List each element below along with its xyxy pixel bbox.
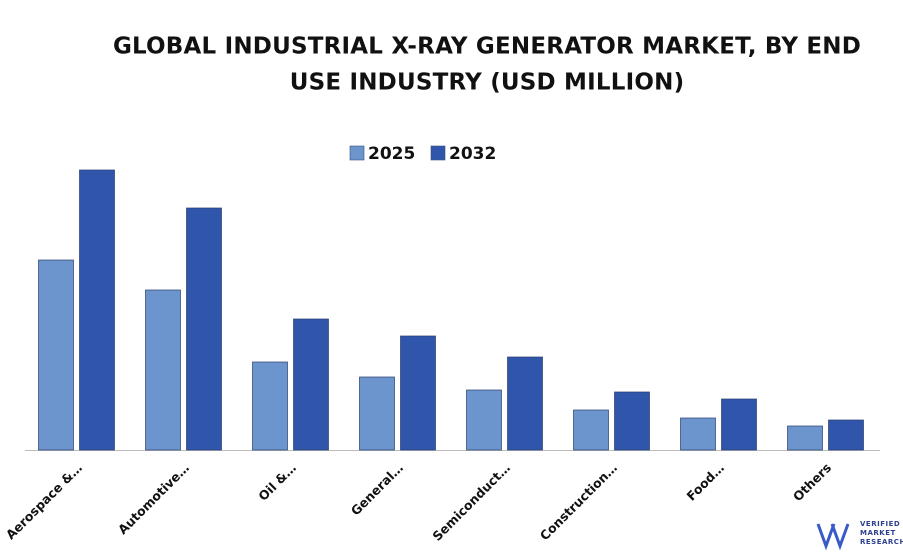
bar — [252, 361, 288, 451]
chart-title: USE INDUSTRY (USD MILLION) — [290, 70, 685, 96]
x-tick-label: Semiconduct… — [429, 460, 513, 544]
logo-text: RESEARCH — [860, 538, 903, 546]
logo-text: VERIFIED — [860, 520, 900, 528]
chart-title: GLOBAL INDUSTRIAL X-RAY GENERATOR MARKET… — [113, 34, 861, 60]
legend-label: 2032 — [449, 144, 496, 164]
x-tick-label: Others — [790, 460, 834, 504]
bar — [680, 417, 716, 451]
bar — [573, 409, 609, 451]
x-tick-label: Aerospace &… — [3, 460, 85, 542]
logo-mark — [816, 523, 850, 551]
bar — [828, 419, 864, 451]
x-tick-label: Automotive… — [115, 460, 192, 537]
bar — [293, 318, 329, 451]
bar — [507, 356, 543, 451]
x-tick-label: General… — [348, 460, 406, 518]
bar — [614, 391, 650, 451]
x-tick-label: Oil &… — [255, 460, 299, 504]
x-tick-label: Food… — [683, 460, 727, 504]
logo-text: MARKET — [860, 529, 896, 537]
bar — [186, 207, 222, 451]
legend-swatch — [430, 145, 446, 161]
legend-swatch — [349, 145, 365, 161]
legend-label: 2025 — [368, 144, 415, 164]
bar — [466, 389, 502, 451]
bar — [145, 289, 181, 451]
bar — [787, 425, 823, 451]
bar — [721, 398, 757, 451]
logo: VERIFIED MARKET RESEARCH — [816, 520, 903, 551]
bar — [359, 376, 395, 451]
bar — [400, 335, 436, 451]
bar — [79, 169, 115, 451]
bar — [38, 259, 74, 451]
x-tick-label: Construction… — [537, 460, 620, 543]
